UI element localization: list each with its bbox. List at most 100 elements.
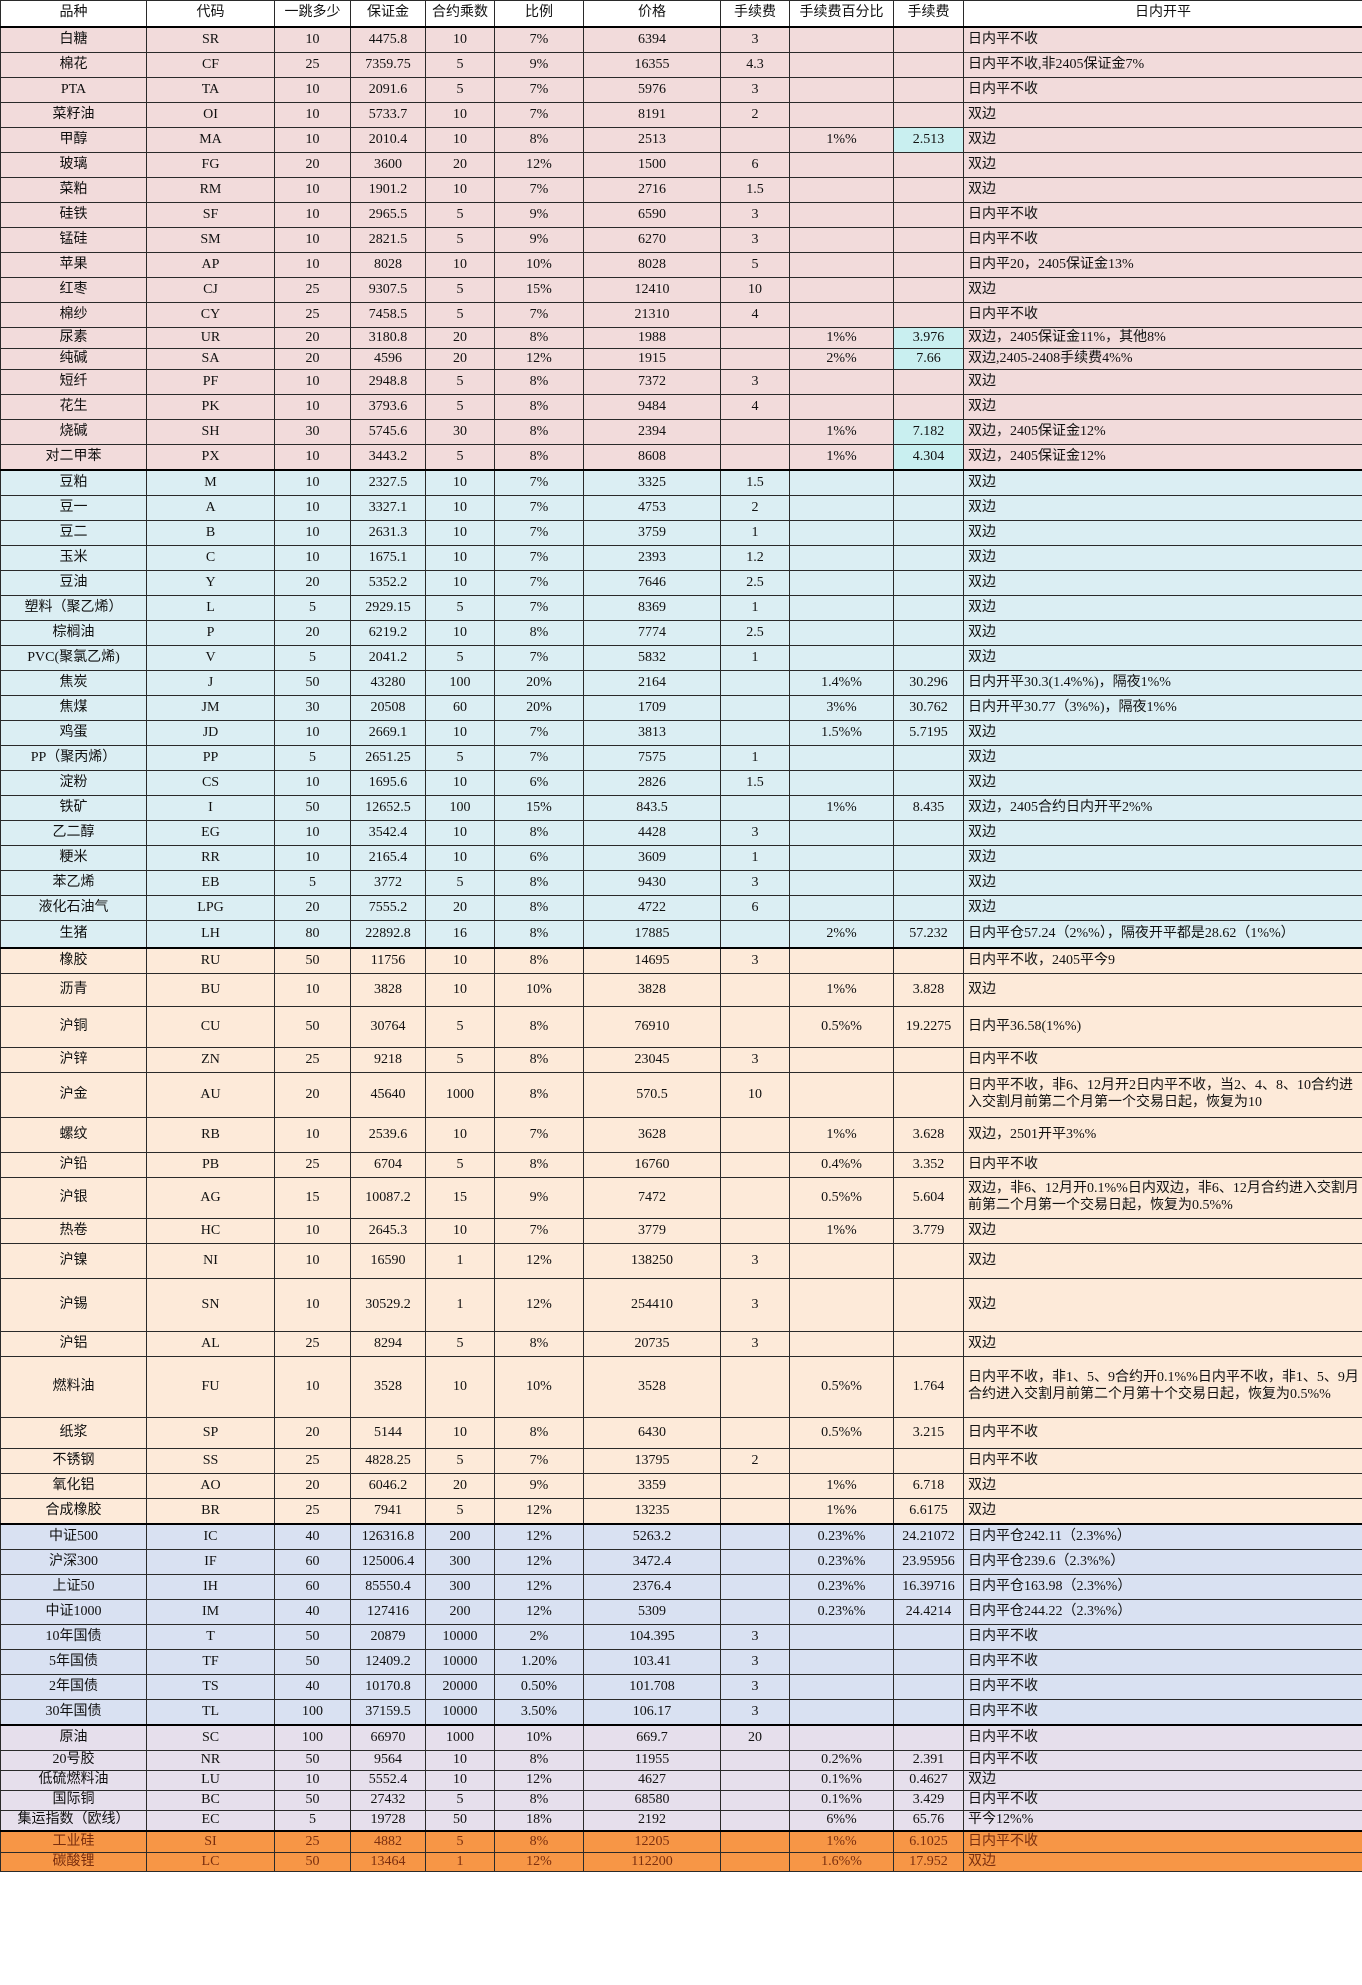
cell-fee_amt[interactable]: 19.2275	[893, 1006, 964, 1048]
cell-note[interactable]: 双边	[963, 745, 1362, 771]
cell-fee_pct[interactable]	[789, 177, 894, 203]
cell-code[interactable]: M	[146, 469, 275, 496]
cell-ratio[interactable]: 3.50%	[494, 1699, 584, 1726]
cell-fee_amt[interactable]	[893, 520, 964, 546]
cell-price[interactable]: 5976	[583, 77, 721, 103]
cell-mult[interactable]: 20	[425, 152, 495, 178]
cell-name[interactable]: 30年国债	[0, 1699, 147, 1726]
cell-name[interactable]: 玻璃	[0, 152, 147, 178]
cell-mult[interactable]: 10	[425, 820, 495, 846]
cell-note[interactable]: 双边	[963, 645, 1362, 671]
cell-fee_amt[interactable]: 24.4214	[893, 1599, 964, 1625]
cell-code[interactable]: PK	[146, 394, 275, 420]
cell-fee_pct[interactable]	[789, 252, 894, 278]
cell-note[interactable]: 日内平仓239.6（2.3%%）	[963, 1549, 1362, 1575]
cell-margin[interactable]: 3443.2	[350, 444, 426, 471]
cell-mult[interactable]: 10	[425, 947, 495, 974]
cell-note[interactable]: 双边	[963, 545, 1362, 571]
cell-margin[interactable]: 3528	[350, 1356, 426, 1418]
cell-fee_amt[interactable]	[893, 52, 964, 78]
cell-code[interactable]: SR	[146, 26, 275, 53]
cell-mult[interactable]: 1	[425, 1852, 495, 1872]
cell-fee_pct[interactable]: 1%%	[789, 1830, 894, 1853]
cell-note[interactable]: 双边	[963, 1218, 1362, 1244]
cell-fee_pct[interactable]	[789, 1331, 894, 1357]
cell-name[interactable]: PTA	[0, 77, 147, 103]
cell-ratio[interactable]: 7%	[494, 102, 584, 128]
cell-ratio[interactable]: 9%	[494, 202, 584, 228]
cell-price[interactable]: 3359	[583, 1473, 721, 1499]
cell-mult[interactable]: 10	[425, 495, 495, 521]
cell-mult[interactable]: 100	[425, 795, 495, 821]
cell-name[interactable]: 纯碱	[0, 348, 147, 370]
cell-tick[interactable]: 10	[274, 127, 351, 153]
cell-fee_pct[interactable]: 0.23%%	[789, 1574, 894, 1600]
cell-name[interactable]: PVC(聚氯乙烯)	[0, 645, 147, 671]
cell-margin[interactable]: 3828	[350, 973, 426, 1007]
cell-ratio[interactable]: 9%	[494, 1177, 584, 1219]
cell-name[interactable]: 菜籽油	[0, 102, 147, 128]
cell-note[interactable]: 日内平不收	[963, 1448, 1362, 1474]
cell-note[interactable]: 日内平不收，2405平今9	[963, 947, 1362, 974]
cell-code[interactable]: FU	[146, 1356, 275, 1418]
cell-mult[interactable]: 10	[425, 770, 495, 796]
cell-price[interactable]: 3609	[583, 845, 721, 871]
cell-price[interactable]: 68580	[583, 1790, 721, 1811]
cell-tick[interactable]: 25	[274, 302, 351, 328]
cell-price[interactable]: 20735	[583, 1331, 721, 1357]
cell-tick[interactable]: 10	[274, 720, 351, 746]
cell-ratio[interactable]: 8%	[494, 1790, 584, 1811]
column-header-margin[interactable]: 保证金	[350, 0, 426, 28]
cell-code[interactable]: AO	[146, 1473, 275, 1499]
cell-note[interactable]: 双边	[963, 1498, 1362, 1525]
cell-fee_pct[interactable]: 1%%	[789, 1218, 894, 1244]
cell-code[interactable]: C	[146, 545, 275, 571]
cell-ratio[interactable]: 1.20%	[494, 1649, 584, 1675]
cell-fee_amt[interactable]: 16.39716	[893, 1574, 964, 1600]
cell-mult[interactable]: 10	[425, 1750, 495, 1771]
cell-ratio[interactable]: 7%	[494, 1218, 584, 1244]
cell-note[interactable]: 双边	[963, 127, 1362, 153]
cell-code[interactable]: AU	[146, 1072, 275, 1118]
cell-fee_pct[interactable]: 0.1%%	[789, 1790, 894, 1811]
cell-mult[interactable]: 10	[425, 177, 495, 203]
cell-code[interactable]: L	[146, 595, 275, 621]
cell-tick[interactable]: 50	[274, 1624, 351, 1650]
cell-margin[interactable]: 125006.4	[350, 1549, 426, 1575]
cell-fee_pct[interactable]: 1%%	[789, 1473, 894, 1499]
cell-tick[interactable]: 10	[274, 1770, 351, 1791]
cell-name[interactable]: 燃料油	[0, 1356, 147, 1418]
cell-fee_amt[interactable]: 6.6175	[893, 1498, 964, 1525]
cell-margin[interactable]: 2965.5	[350, 202, 426, 228]
cell-fee[interactable]: 1	[720, 845, 790, 871]
cell-fee_amt[interactable]: 3.976	[893, 327, 964, 349]
cell-name[interactable]: 短纤	[0, 369, 147, 395]
cell-mult[interactable]: 30	[425, 419, 495, 445]
cell-tick[interactable]: 100	[274, 1699, 351, 1726]
cell-note[interactable]: 双边	[963, 1278, 1362, 1332]
cell-mult[interactable]: 10	[425, 26, 495, 53]
cell-tick[interactable]: 10	[274, 973, 351, 1007]
cell-fee_pct[interactable]	[789, 620, 894, 646]
cell-tick[interactable]: 60	[274, 1549, 351, 1575]
cell-name[interactable]: 2年国债	[0, 1674, 147, 1700]
cell-fee_pct[interactable]: 0.4%%	[789, 1152, 894, 1178]
cell-name[interactable]: 淀粉	[0, 770, 147, 796]
cell-tick[interactable]: 20	[274, 348, 351, 370]
cell-price[interactable]: 3779	[583, 1218, 721, 1244]
column-header-fee_pct[interactable]: 手续费百分比	[789, 0, 894, 28]
cell-mult[interactable]: 10	[425, 1356, 495, 1418]
cell-fee[interactable]: 10	[720, 1072, 790, 1118]
cell-note[interactable]: 日内开平30.3(1.4%%)，隔夜1%%	[963, 670, 1362, 696]
cell-fee[interactable]	[720, 1006, 790, 1048]
cell-fee_amt[interactable]: 8.435	[893, 795, 964, 821]
cell-margin[interactable]: 2091.6	[350, 77, 426, 103]
cell-fee_amt[interactable]: 7.66	[893, 348, 964, 370]
cell-fee[interactable]	[720, 1498, 790, 1525]
cell-fee_pct[interactable]: 1%%	[789, 1117, 894, 1153]
cell-fee[interactable]: 3	[720, 369, 790, 395]
cell-name[interactable]: 棉纱	[0, 302, 147, 328]
cell-note[interactable]: 双边	[963, 520, 1362, 546]
cell-fee[interactable]: 3	[720, 202, 790, 228]
cell-margin[interactable]: 85550.4	[350, 1574, 426, 1600]
